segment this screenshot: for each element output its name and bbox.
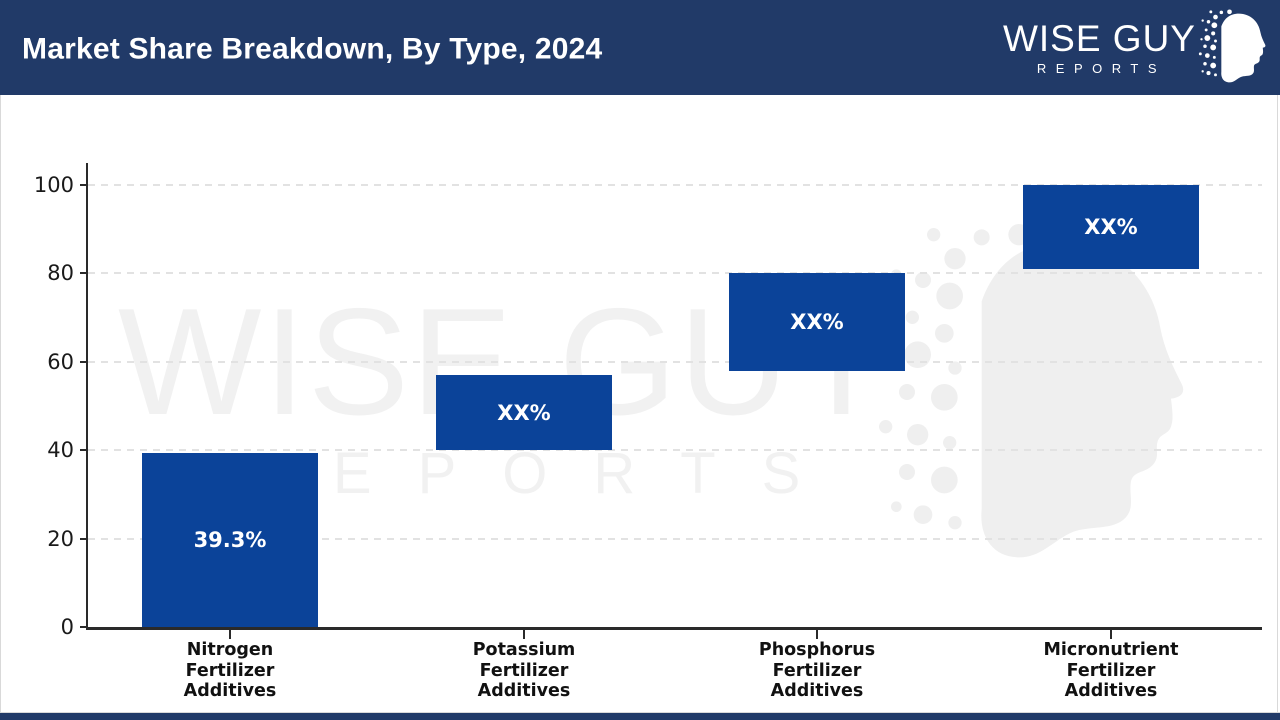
- bar-value-label: XX%: [790, 310, 844, 334]
- logo-wordmark: WISE GUY: [1002, 18, 1196, 59]
- bar-value-label: 39.3%: [193, 528, 267, 553]
- gridline-20: [88, 537, 1262, 540]
- bar-phosphorus: XX%: [729, 273, 905, 371]
- footer-hairline: [0, 712, 1280, 713]
- category-label-line: Additives: [477, 681, 571, 701]
- x-tick-mark: [229, 630, 231, 639]
- category-label-line: Fertilizer: [479, 660, 569, 681]
- y-tick-mark: [80, 626, 88, 628]
- y-tick-label: 0: [60, 615, 74, 639]
- category-label-line: Additives: [183, 681, 277, 701]
- x-tick-mark: [1110, 630, 1112, 639]
- x-tick-mark: [816, 630, 818, 639]
- footer-accent-bar: [0, 713, 1280, 720]
- gridline-60: [88, 360, 1262, 363]
- gridline-40: [88, 449, 1262, 452]
- y-tick-label: 60: [47, 349, 74, 374]
- category-label-nitrogen: Nitrogen Fertilizer Additives: [115, 640, 345, 702]
- wise-guy-reports-logo: WISE GUY REPORTS: [1003, 6, 1268, 90]
- category-label-micronutrient: Micronutrient Fertilizer Additives: [996, 640, 1226, 702]
- y-tick-label: 40: [47, 438, 74, 463]
- category-label-line: Fertilizer: [772, 660, 862, 681]
- category-label-line: Additives: [770, 681, 864, 701]
- bar-value-label: XX%: [497, 400, 551, 425]
- bar-micronutrient: XX%: [1023, 185, 1199, 269]
- gridline-80: [88, 272, 1262, 275]
- y-axis-line: [86, 163, 88, 629]
- y-tick-mark: [80, 184, 88, 186]
- category-label-line: Fertilizer: [185, 660, 275, 681]
- x-tick-mark: [523, 630, 525, 639]
- category-label-line: Nitrogen: [186, 640, 274, 660]
- category-label-line: Additives: [1064, 681, 1158, 701]
- bar-potassium: XX%: [436, 375, 612, 451]
- gridline-100: [88, 184, 1262, 186]
- y-tick-label: 20: [47, 526, 74, 551]
- logo-text: WISE GUY REPORTS: [1003, 20, 1196, 76]
- category-label-potassium: Potassium Fertilizer Additives: [409, 640, 639, 702]
- x-axis-line: [86, 627, 1262, 630]
- category-label-line: Potassium: [472, 640, 576, 660]
- y-tick-label: 80: [47, 261, 74, 286]
- watermark-reports-text: REPORTS: [245, 441, 847, 506]
- logo-reports-text: REPORTS: [1036, 61, 1167, 76]
- category-label-phosphorus: Phosphorus Fertilizer Additives: [702, 640, 932, 702]
- y-tick-mark: [80, 360, 88, 363]
- y-tick-label: 100: [33, 173, 74, 197]
- category-label-line: Fertilizer: [1066, 660, 1156, 681]
- head-profile-icon: [1198, 9, 1266, 83]
- y-tick-mark: [80, 272, 88, 275]
- y-tick-mark: [80, 537, 88, 540]
- category-label-line: Micronutrient: [1043, 640, 1179, 660]
- y-tick-mark: [80, 449, 88, 452]
- chart-title: Market Share Breakdown, By Type, 2024: [22, 31, 603, 65]
- bar-nitrogen: 39.3%: [142, 453, 318, 627]
- category-label-line: Phosphorus: [758, 640, 876, 660]
- bar-value-label: XX%: [1084, 214, 1138, 239]
- header-bar: Market Share Breakdown, By Type, 2024 WI…: [0, 0, 1280, 95]
